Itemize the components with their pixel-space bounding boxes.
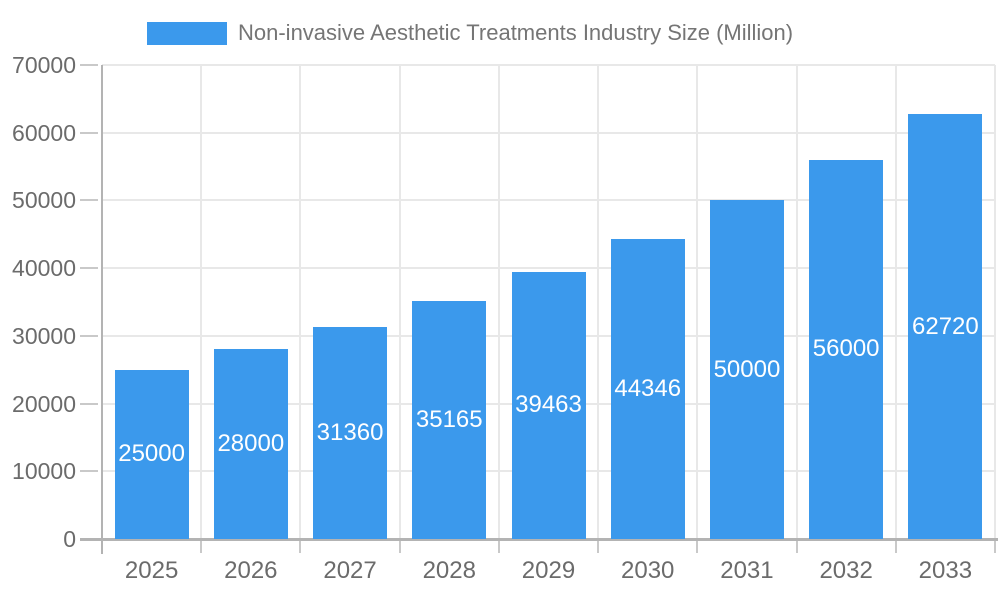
bar-value-label: 56000 bbox=[812, 335, 880, 363]
x-axis-label-text: 2030 bbox=[621, 557, 675, 584]
x-axis-label-text: 2025 bbox=[124, 557, 179, 584]
bar[interactable]: 35165 bbox=[412, 300, 487, 539]
x-axis-label-text: 2028 bbox=[422, 557, 476, 584]
x-axis-tick bbox=[398, 541, 401, 553]
x-axis-label: 2029 bbox=[499, 558, 599, 584]
x-gridline bbox=[497, 65, 500, 539]
y-axis-label: 70000 bbox=[0, 52, 76, 78]
x-axis-label: 2027 bbox=[300, 558, 400, 584]
bar[interactable]: 28000 bbox=[213, 349, 288, 539]
x-axis-tick bbox=[597, 541, 600, 553]
y-axis-tick bbox=[80, 64, 98, 66]
bar[interactable]: 31360 bbox=[313, 326, 388, 539]
y-gridline bbox=[102, 199, 995, 202]
y-axis-line bbox=[101, 65, 103, 554]
x-axis-label: 2025 bbox=[102, 558, 202, 584]
bar[interactable]: 39463 bbox=[511, 271, 586, 539]
legend-item[interactable]: Non-invasive Aesthetic Treatments Indust… bbox=[147, 20, 793, 46]
y-axis-label-text: 10000 bbox=[12, 458, 76, 485]
y-axis-tick bbox=[80, 470, 98, 473]
x-axis-label: 2031 bbox=[697, 558, 797, 584]
x-axis-label-text: 2032 bbox=[819, 557, 873, 584]
bar-value-label: 62720 bbox=[912, 312, 979, 340]
x-gridline bbox=[795, 65, 798, 539]
y-axis-label-text: 70000 bbox=[12, 52, 76, 78]
bar-value-label: 28000 bbox=[217, 430, 285, 458]
legend-swatch bbox=[147, 21, 227, 45]
y-gridline bbox=[102, 64, 995, 66]
x-gridline bbox=[894, 65, 897, 539]
x-axis-tick bbox=[894, 541, 897, 553]
bar-value-label: 50000 bbox=[713, 355, 781, 383]
bar[interactable]: 25000 bbox=[114, 369, 189, 539]
x-axis-label-text: 2026 bbox=[224, 557, 278, 584]
x-axis-tick bbox=[795, 541, 798, 553]
y-axis-tick bbox=[80, 131, 98, 134]
y-axis-label: 40000 bbox=[0, 255, 76, 281]
x-axis-label: 2032 bbox=[796, 558, 896, 584]
y-axis-label: 0 bbox=[0, 526, 76, 552]
x-axis-label-text: 2031 bbox=[720, 557, 774, 584]
y-axis-label: 10000 bbox=[0, 458, 76, 484]
bar-value-label: 39463 bbox=[515, 391, 582, 419]
y-gridline bbox=[102, 131, 995, 134]
y-axis-label: 60000 bbox=[0, 120, 76, 146]
y-axis-label-text: 60000 bbox=[12, 119, 76, 146]
x-axis-label-text: 2027 bbox=[323, 557, 377, 584]
bar-value-label: 44346 bbox=[614, 374, 682, 402]
y-axis-label-text: 30000 bbox=[12, 322, 76, 349]
y-axis-label-text: 40000 bbox=[12, 255, 76, 282]
x-axis-tick bbox=[994, 541, 996, 553]
bar-value-label: 25000 bbox=[118, 440, 185, 468]
x-gridline bbox=[994, 65, 996, 539]
y-axis-label: 20000 bbox=[0, 391, 76, 417]
x-axis-label: 2030 bbox=[598, 558, 698, 584]
x-gridline bbox=[200, 65, 203, 539]
y-axis-tick bbox=[80, 199, 98, 202]
bar[interactable]: 50000 bbox=[709, 200, 784, 539]
y-axis-label: 30000 bbox=[0, 323, 76, 349]
x-axis-label-text: 2029 bbox=[521, 557, 576, 584]
x-axis-label: 2033 bbox=[895, 558, 995, 584]
x-axis-label-text: 2033 bbox=[918, 557, 973, 584]
y-axis-tick bbox=[80, 402, 98, 405]
y-axis-label-text: 50000 bbox=[12, 187, 76, 214]
bar[interactable]: 56000 bbox=[809, 159, 884, 539]
bar[interactable]: 44346 bbox=[610, 238, 685, 539]
legend-label: Non-invasive Aesthetic Treatments Indust… bbox=[238, 20, 794, 45]
x-gridline bbox=[299, 65, 302, 539]
y-gridline bbox=[102, 267, 995, 270]
x-gridline bbox=[597, 65, 600, 539]
y-axis-label-text: 20000 bbox=[12, 390, 76, 417]
bar-value-label: 35165 bbox=[415, 405, 483, 433]
x-axis-tick bbox=[200, 541, 203, 553]
y-axis-tick bbox=[80, 334, 98, 337]
bar[interactable]: 62720 bbox=[908, 114, 983, 539]
y-axis-label-text: 0 bbox=[63, 526, 76, 552]
y-axis-tick bbox=[80, 267, 98, 270]
x-gridline bbox=[696, 65, 699, 539]
x-axis-label: 2026 bbox=[201, 558, 301, 584]
x-axis-tick bbox=[299, 541, 302, 553]
x-axis-tick bbox=[696, 541, 699, 553]
x-axis-line bbox=[80, 538, 998, 541]
x-axis-tick bbox=[497, 541, 500, 553]
bar-value-label: 31360 bbox=[316, 418, 384, 446]
x-axis-label: 2028 bbox=[399, 558, 499, 584]
y-axis-label: 50000 bbox=[0, 187, 76, 213]
x-gridline bbox=[398, 65, 401, 539]
